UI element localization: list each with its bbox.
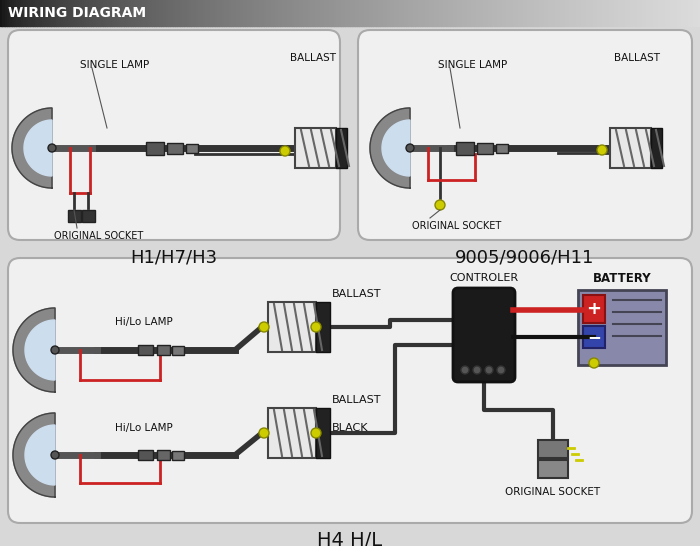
Bar (172, 346, 184, 354)
Circle shape (51, 451, 59, 459)
Bar (167, 143, 183, 153)
Bar (538, 460, 568, 478)
Text: CONTROLER: CONTROLER (449, 273, 519, 283)
Text: BALLAST: BALLAST (290, 53, 336, 63)
Bar (137, 450, 153, 460)
Bar (186, 144, 198, 152)
Bar (477, 143, 493, 153)
Text: H1/H7/H3: H1/H7/H3 (130, 249, 218, 267)
Bar (456, 141, 474, 155)
Circle shape (497, 366, 505, 374)
Bar (335, 128, 347, 168)
Circle shape (311, 322, 321, 332)
Text: BLACK: BLACK (332, 423, 368, 433)
Polygon shape (13, 413, 55, 497)
FancyBboxPatch shape (8, 30, 340, 240)
Text: ORIGINAL SOCKET: ORIGINAL SOCKET (505, 487, 601, 497)
Polygon shape (370, 108, 410, 188)
Polygon shape (382, 120, 410, 176)
Text: BALLAST: BALLAST (332, 395, 382, 405)
Circle shape (597, 145, 607, 155)
Circle shape (48, 144, 56, 152)
Circle shape (406, 144, 414, 152)
Bar (81, 210, 94, 222)
Circle shape (311, 428, 321, 438)
Circle shape (280, 146, 290, 156)
Polygon shape (25, 425, 55, 485)
Circle shape (259, 428, 269, 438)
Circle shape (259, 322, 269, 332)
Text: BALLAST: BALLAST (332, 289, 382, 299)
Bar (137, 345, 153, 355)
Text: 9005/9006/H11: 9005/9006/H11 (455, 249, 595, 267)
Bar (316, 408, 330, 458)
Bar (157, 450, 169, 460)
FancyBboxPatch shape (453, 288, 515, 382)
Bar (172, 450, 184, 460)
Circle shape (485, 366, 493, 374)
Bar (578, 290, 666, 365)
Bar (583, 295, 605, 323)
Polygon shape (13, 308, 55, 392)
FancyBboxPatch shape (8, 258, 692, 523)
FancyBboxPatch shape (358, 30, 692, 240)
Bar (67, 210, 80, 222)
Text: +: + (587, 300, 601, 318)
Text: H4 H/L: H4 H/L (317, 531, 383, 546)
Text: ORIGINAL SOCKET: ORIGINAL SOCKET (54, 231, 144, 241)
Polygon shape (12, 108, 52, 188)
Bar (538, 440, 568, 458)
Text: ORIGINAL SOCKET: ORIGINAL SOCKET (412, 221, 501, 231)
Text: SINGLE LAMP: SINGLE LAMP (80, 60, 149, 70)
Bar (268, 302, 316, 352)
Text: SINGLE LAMP: SINGLE LAMP (438, 60, 508, 70)
Bar (650, 128, 662, 168)
Bar (583, 326, 605, 348)
Text: −: − (587, 328, 601, 346)
Circle shape (473, 366, 481, 374)
Circle shape (589, 358, 599, 368)
Bar (268, 408, 316, 458)
Text: BALLAST: BALLAST (614, 53, 660, 63)
Circle shape (435, 200, 445, 210)
Text: Hi/Lo LAMP: Hi/Lo LAMP (115, 317, 173, 327)
Bar (496, 144, 508, 152)
Circle shape (461, 366, 469, 374)
Circle shape (51, 346, 59, 354)
Polygon shape (24, 120, 52, 176)
Text: BATTERY: BATTERY (593, 271, 651, 284)
Bar (610, 128, 650, 168)
Polygon shape (25, 320, 55, 380)
Bar (316, 302, 330, 352)
Text: WIRING DIAGRAM: WIRING DIAGRAM (8, 6, 146, 20)
Bar (157, 345, 169, 355)
Bar (295, 128, 335, 168)
Bar (146, 141, 164, 155)
Text: Hi/Lo LAMP: Hi/Lo LAMP (115, 423, 173, 433)
